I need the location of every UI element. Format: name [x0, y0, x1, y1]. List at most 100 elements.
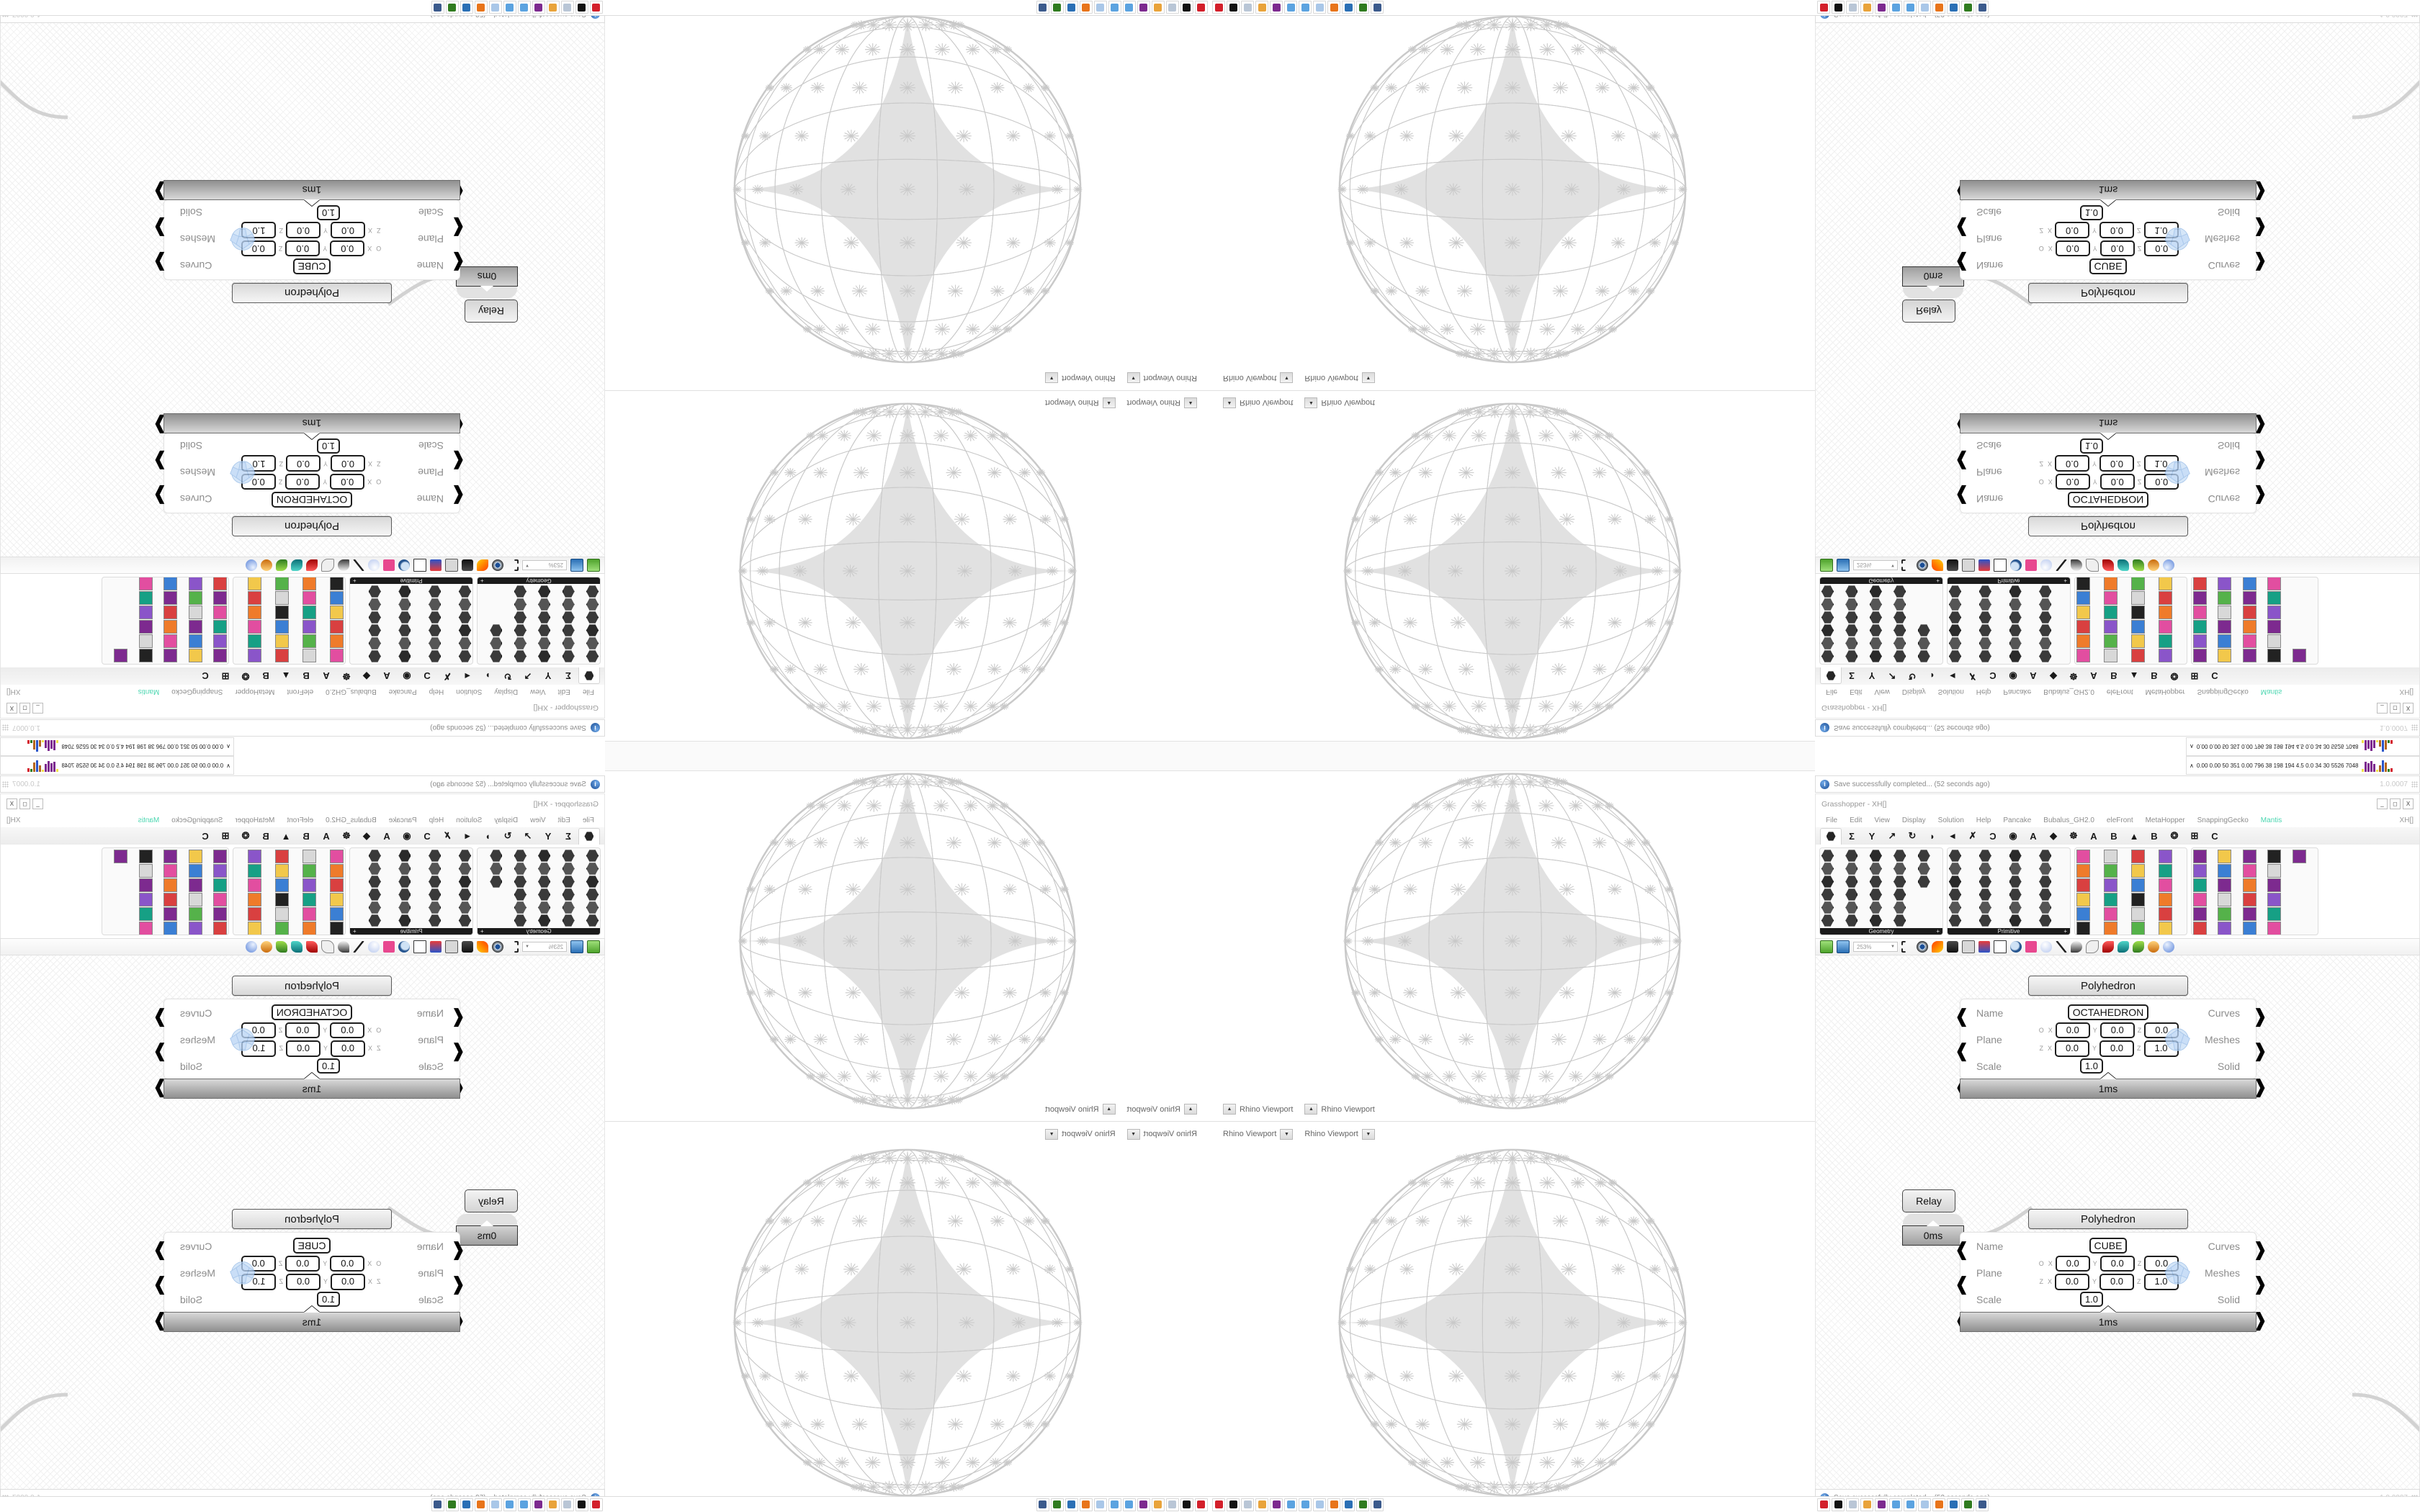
component-icon[interactable] — [2267, 850, 2282, 863]
tangle-icon[interactable] — [353, 941, 364, 953]
component-icon[interactable] — [2193, 893, 2207, 906]
plane-origin-x[interactable]: 0.0 — [2055, 1256, 2090, 1272]
preview-bulb-icon[interactable] — [368, 941, 380, 953]
component-icon[interactable] — [138, 620, 153, 634]
component-icon[interactable] — [369, 611, 381, 624]
component-icon[interactable] — [369, 863, 381, 875]
tab-addon-gem[interactable]: ◆ — [363, 830, 370, 841]
component-icon[interactable] — [2039, 598, 2051, 611]
menu-item-elefront[interactable]: eleFront — [287, 688, 314, 696]
component-icon[interactable] — [188, 850, 202, 863]
component-icon[interactable] — [514, 624, 526, 636]
component-icon[interactable] — [563, 611, 575, 624]
component-icon[interactable] — [459, 901, 471, 914]
ribbon-group-icons[interactable] — [102, 848, 228, 935]
relay-caption[interactable]: Relay — [1902, 1189, 1955, 1212]
rhino-icon[interactable] — [1817, 1498, 1830, 1511]
component-icon[interactable] — [1894, 624, 1906, 636]
component-icon[interactable] — [1979, 624, 1991, 636]
taskbar[interactable] — [1815, 0, 2420, 16]
component-icon[interactable] — [2009, 914, 2022, 927]
quadrant-bottom-right[interactable]: ▲ Rhino Viewport ▲ Rhino Viewport Rhino … — [1210, 756, 2420, 1512]
component-icon[interactable] — [429, 850, 441, 862]
name-value-field[interactable]: CUBE — [292, 1238, 331, 1254]
tab-addon-gem[interactable]: ◆ — [2050, 830, 2057, 841]
menu-item-metahopper[interactable]: MetaHopper — [235, 816, 275, 824]
component-icon[interactable] — [1870, 585, 1882, 598]
viewport-tab[interactable]: Rhino Viewport ▼ — [1217, 372, 1299, 384]
component-icon[interactable] — [459, 850, 471, 862]
taskbar[interactable] — [1210, 1496, 1815, 1512]
node-timer-bar[interactable]: 1ms — [1960, 1311, 2257, 1332]
resize-grip-icon[interactable] — [2411, 724, 2418, 731]
name-value-field[interactable]: OCTAHEDRON — [271, 1004, 353, 1020]
menu-item-file[interactable]: File — [1826, 816, 1838, 824]
tab-curve[interactable]: ↻ — [503, 671, 512, 682]
chevron-up-icon[interactable]: ▲ — [1223, 1104, 1236, 1115]
component-icon[interactable] — [1979, 650, 1991, 662]
grasshopper-icon[interactable] — [1137, 1, 1150, 14]
disk-drive-icon[interactable] — [1961, 1498, 1974, 1511]
rhino-icon[interactable] — [1195, 1, 1208, 14]
tab-intersect[interactable]: ✗ — [1968, 830, 1977, 841]
book-icon[interactable] — [1166, 1, 1179, 14]
component-icon[interactable] — [163, 606, 178, 619]
blue-blob-icon[interactable] — [246, 559, 257, 571]
ribbon-group-icons[interactable] — [1948, 584, 2070, 664]
node-caption[interactable]: Polyhedron — [232, 516, 392, 536]
scale-value-field[interactable]: 1.0 — [2079, 438, 2104, 454]
calculator-icon[interactable] — [1918, 1498, 1931, 1511]
component-icon[interactable] — [459, 624, 471, 636]
tab-addon-b1[interactable]: B — [2110, 830, 2118, 842]
menu-item-bubalus-gh2-0[interactable]: Bubalus_GH2.0 — [326, 688, 377, 696]
help-icon[interactable] — [2025, 941, 2037, 953]
component-icon[interactable] — [2104, 850, 2118, 863]
tab-addon-a1[interactable]: A — [383, 670, 390, 682]
component-icon[interactable] — [459, 611, 471, 624]
grasshopper-icon[interactable] — [1270, 1498, 1283, 1511]
ribbon-group-icons[interactable] — [233, 848, 345, 935]
component-icon[interactable] — [213, 577, 227, 590]
component-icon[interactable] — [2242, 634, 2257, 648]
node-caption[interactable]: Polyhedron — [2028, 283, 2188, 303]
ribbon-group-input[interactable]: Input+ — [233, 577, 346, 665]
tab-mesh[interactable]: ◂ — [1950, 671, 1955, 682]
component-icon[interactable] — [1949, 863, 1961, 875]
ribbon-group-geometry[interactable]: Geometry + — [1819, 577, 1943, 665]
component-icon[interactable] — [538, 611, 550, 624]
component-icon[interactable] — [538, 637, 550, 649]
component-icon[interactable] — [586, 901, 599, 914]
notes-icon[interactable] — [1994, 559, 2007, 572]
minimize-button[interactable]: _ — [32, 703, 43, 714]
component-icon[interactable] — [138, 606, 153, 619]
menu-item-solution[interactable]: Solution — [1937, 816, 1964, 824]
component-icon[interactable] — [1870, 611, 1882, 624]
yin-yang-icon[interactable] — [1227, 1498, 1240, 1511]
component-icon[interactable] — [2218, 634, 2232, 648]
menu-item-snappinggecko[interactable]: SnappingGecko — [171, 688, 223, 696]
plane-zaxis-y[interactable]: 0.0 — [2099, 455, 2135, 472]
component-icon[interactable] — [2292, 649, 2306, 662]
component-icon[interactable] — [2076, 864, 2090, 878]
component-icon[interactable] — [2242, 591, 2257, 605]
component-icon[interactable] — [188, 864, 202, 878]
window-controls[interactable]: _ ◻ X — [2377, 798, 2414, 809]
component-icon[interactable] — [2193, 606, 2207, 619]
component-icon[interactable] — [2193, 649, 2207, 662]
ribbon-group-geometry[interactable]: Geometry + — [1819, 847, 1943, 935]
component-icon[interactable] — [563, 585, 575, 598]
component-icon[interactable] — [459, 876, 471, 888]
component-icon[interactable] — [1894, 914, 1906, 927]
node-body[interactable]: ❰❱❰❱❰❱NameCUBECurvesPlaneOX0.0Y0.0Z0.0ZX… — [1954, 181, 2268, 280]
menu-item-mantis[interactable]: Mantis — [138, 816, 160, 824]
plane-value-grid[interactable]: O X 0.0 Y 0.0 Z 0.0 Z X 0.0 Y 0.0 Z 1.0 — [241, 455, 383, 490]
component-icon[interactable] — [369, 914, 381, 927]
relay-node[interactable]: Relay 0ms — [1902, 266, 1964, 323]
rhino-viewport-panel[interactable]: ▲ Rhino Viewport ▲ Rhino Viewport Rhino … — [604, 0, 1210, 756]
node-caption[interactable]: Polyhedron — [2028, 1209, 2188, 1229]
component-icon[interactable] — [1917, 850, 1930, 862]
preview-eye-icon[interactable] — [492, 559, 503, 571]
tab-mesh[interactable]: ◂ — [1950, 830, 1955, 841]
component-icon[interactable] — [459, 585, 471, 598]
component-icon[interactable] — [514, 888, 526, 901]
